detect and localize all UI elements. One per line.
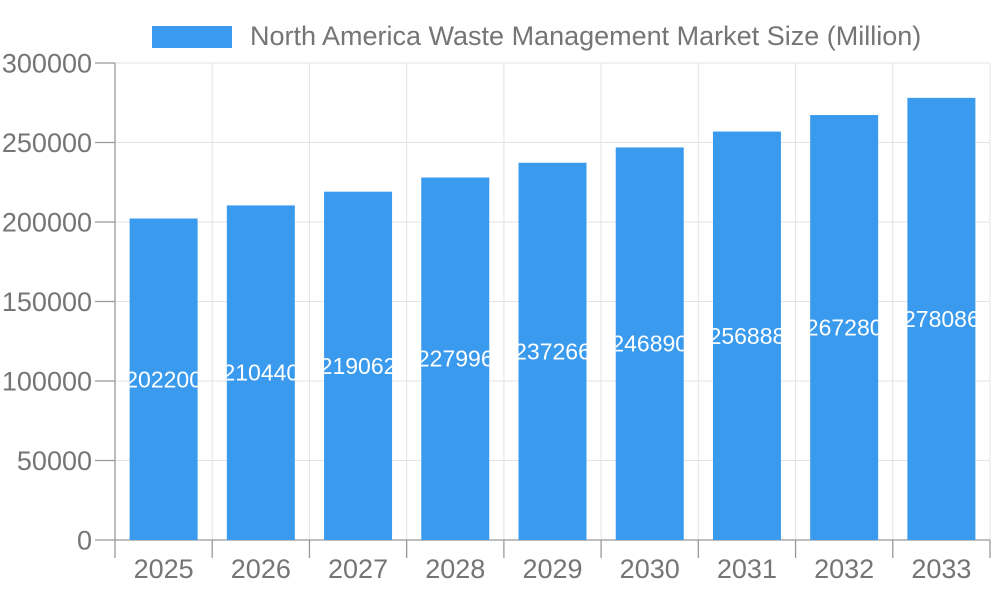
x-axis-label-2030: 2030 <box>620 554 680 584</box>
bar-2030[interactable] <box>615 147 684 541</box>
x-axis-label-2033: 2033 <box>911 554 971 584</box>
bar-value-label: 202200 <box>125 366 202 392</box>
bar-2032[interactable] <box>810 115 879 540</box>
legend[interactable]: North America Waste Management Market Si… <box>152 21 921 52</box>
y-axis-label-250000: 250000 <box>2 128 92 158</box>
y-axis-label-50000: 50000 <box>17 446 92 476</box>
bar-2029[interactable] <box>518 162 587 540</box>
x-axis-label-2029: 2029 <box>522 554 582 584</box>
y-axis-label-300000: 300000 <box>2 49 92 79</box>
bar-2031[interactable] <box>712 131 781 540</box>
legend-swatch[interactable] <box>152 25 232 48</box>
bar-2026[interactable] <box>226 205 295 541</box>
x-axis-label-2025: 2025 <box>134 554 194 584</box>
bar-value-label: 227996 <box>417 346 494 372</box>
x-axis-label-2026: 2026 <box>231 554 291 584</box>
bar-value-label: 278086 <box>903 306 980 332</box>
y-axis-label-100000: 100000 <box>2 367 92 397</box>
legend-label[interactable]: North America Waste Management Market Si… <box>250 21 922 51</box>
x-axis-label-2027: 2027 <box>328 554 388 584</box>
bar-value-label: 237266 <box>514 338 591 364</box>
bar-value-label: 210440 <box>222 360 299 386</box>
bar-2033[interactable] <box>907 97 976 540</box>
y-axis-label-200000: 200000 <box>2 208 92 238</box>
bar-value-label: 267280 <box>806 315 883 341</box>
x-axis-label-2028: 2028 <box>425 554 485 584</box>
y-axis-label-0: 0 <box>77 526 92 556</box>
x-axis-label-2032: 2032 <box>814 554 874 584</box>
bar-2027[interactable] <box>324 191 393 541</box>
bar-value-label: 256888 <box>709 323 786 349</box>
y-axis-label-150000: 150000 <box>2 287 92 317</box>
x-axis-label-2031: 2031 <box>717 554 777 584</box>
bar-2028[interactable] <box>421 177 490 540</box>
bar-value-label: 246890 <box>611 331 688 357</box>
bar-2025[interactable] <box>129 218 198 540</box>
bar-value-label: 219062 <box>320 353 397 379</box>
